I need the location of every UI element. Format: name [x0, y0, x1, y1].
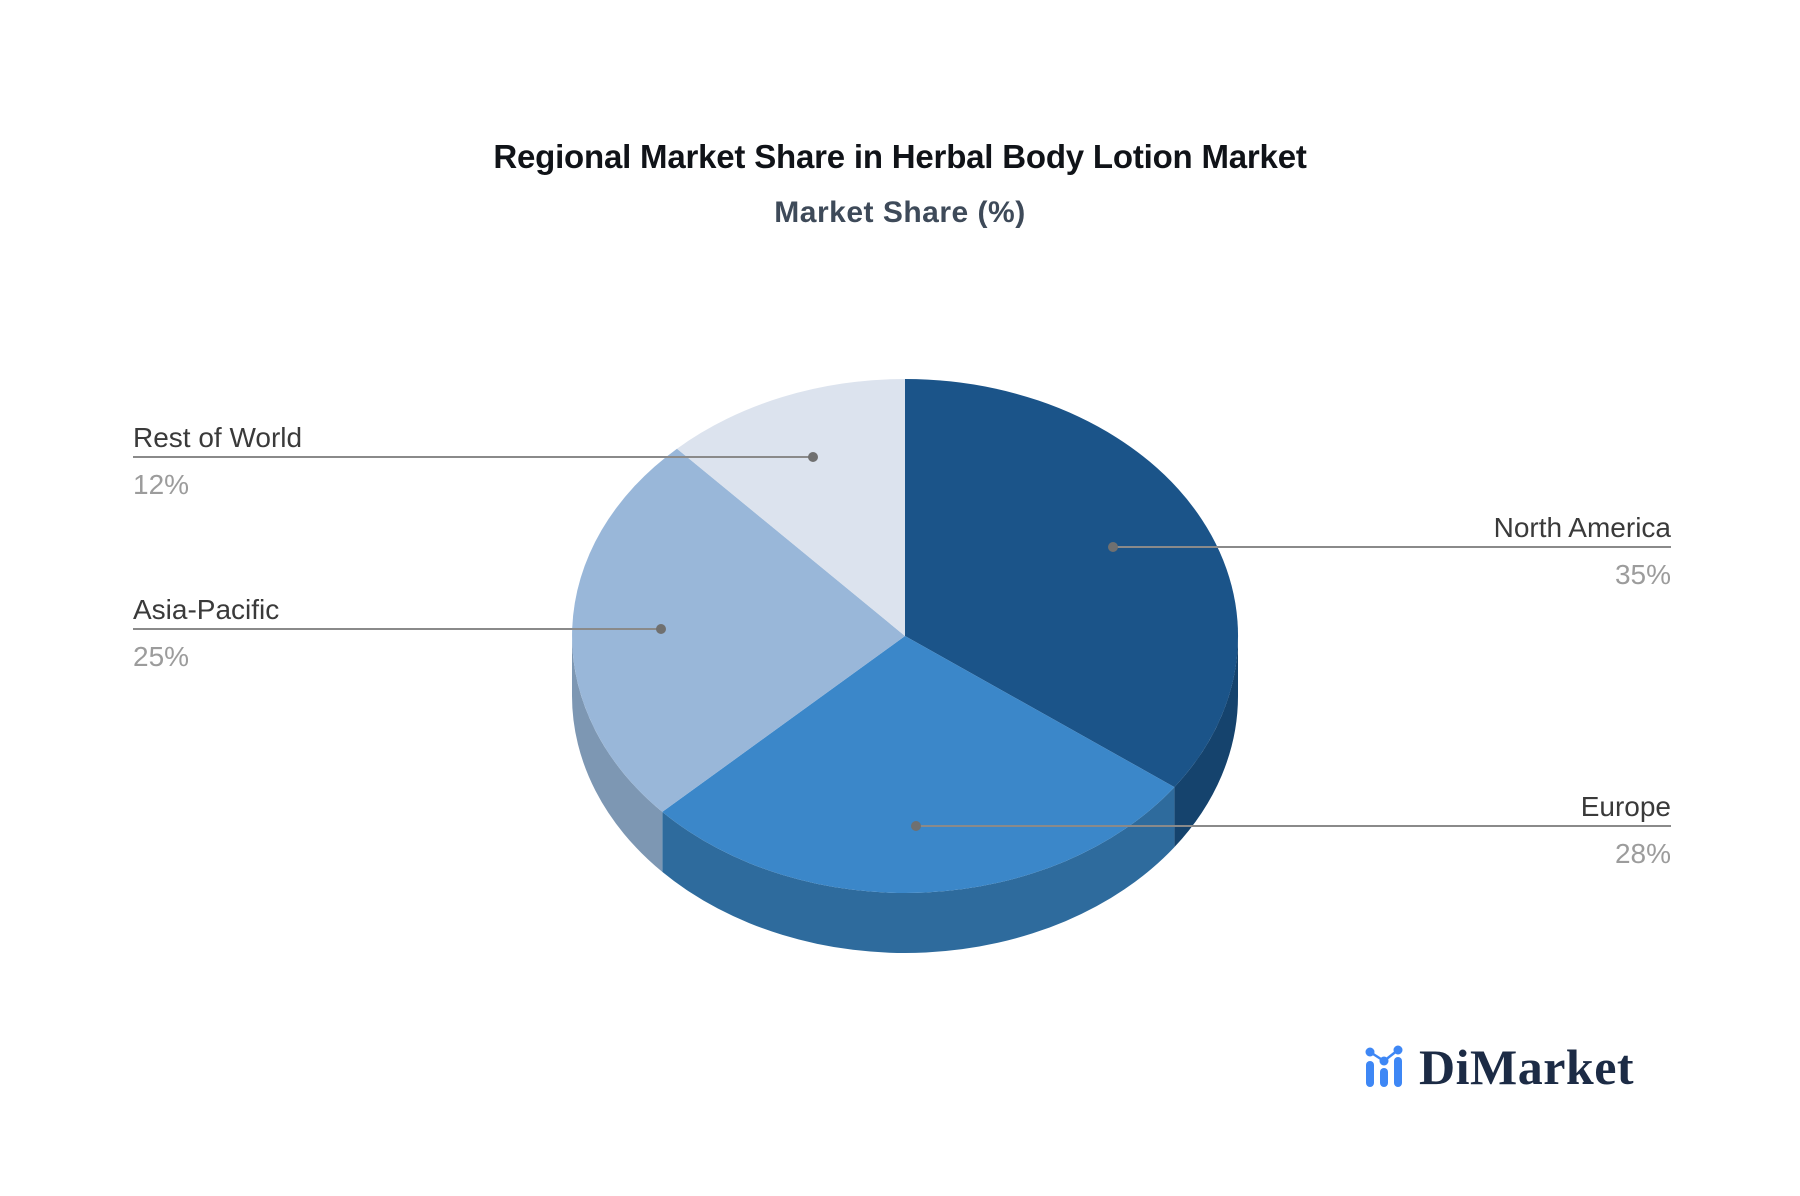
- callout-label-north-america: North America: [1493, 512, 1671, 543]
- logo-text: DiMarket: [1419, 1039, 1635, 1095]
- pie-slice-europe[interactable]: [662, 636, 1175, 893]
- leader-dot-rest-of-world: [808, 452, 818, 462]
- pie-slice-rest-of-world[interactable]: [677, 379, 905, 636]
- callout-label-rest-of-world: Rest of World: [133, 422, 303, 453]
- callout-value-north-america: 35%: [1614, 559, 1671, 590]
- callout-value-europe: 28%: [1614, 838, 1671, 869]
- logo: DiMarket: [1364, 1042, 1634, 1092]
- pie-side-north-america: [1174, 636, 1238, 848]
- pie-side-asia-pacific: [572, 636, 663, 872]
- leader-dot-north-america: [1108, 542, 1118, 552]
- callout-label-europe: Europe: [1580, 791, 1671, 822]
- callout-value-rest-of-world: 12%: [133, 469, 190, 500]
- pie-side-europe: [662, 787, 1175, 953]
- bar-chart-trend-icon: [1365, 1045, 1403, 1087]
- leader-dot-europe: [911, 821, 921, 831]
- pie-slice-north-america[interactable]: [905, 379, 1239, 788]
- callout-label-asia-pacific: Asia-Pacific: [133, 594, 280, 625]
- leader-dot-asia-pacific: [656, 624, 666, 634]
- pie-slice-asia-pacific[interactable]: [572, 448, 905, 812]
- chart-subtitle: Market Share (%): [774, 196, 1026, 229]
- chart-title: Regional Market Share in Herbal Body Lot…: [493, 138, 1307, 175]
- callout-value-asia-pacific: 25%: [133, 641, 190, 672]
